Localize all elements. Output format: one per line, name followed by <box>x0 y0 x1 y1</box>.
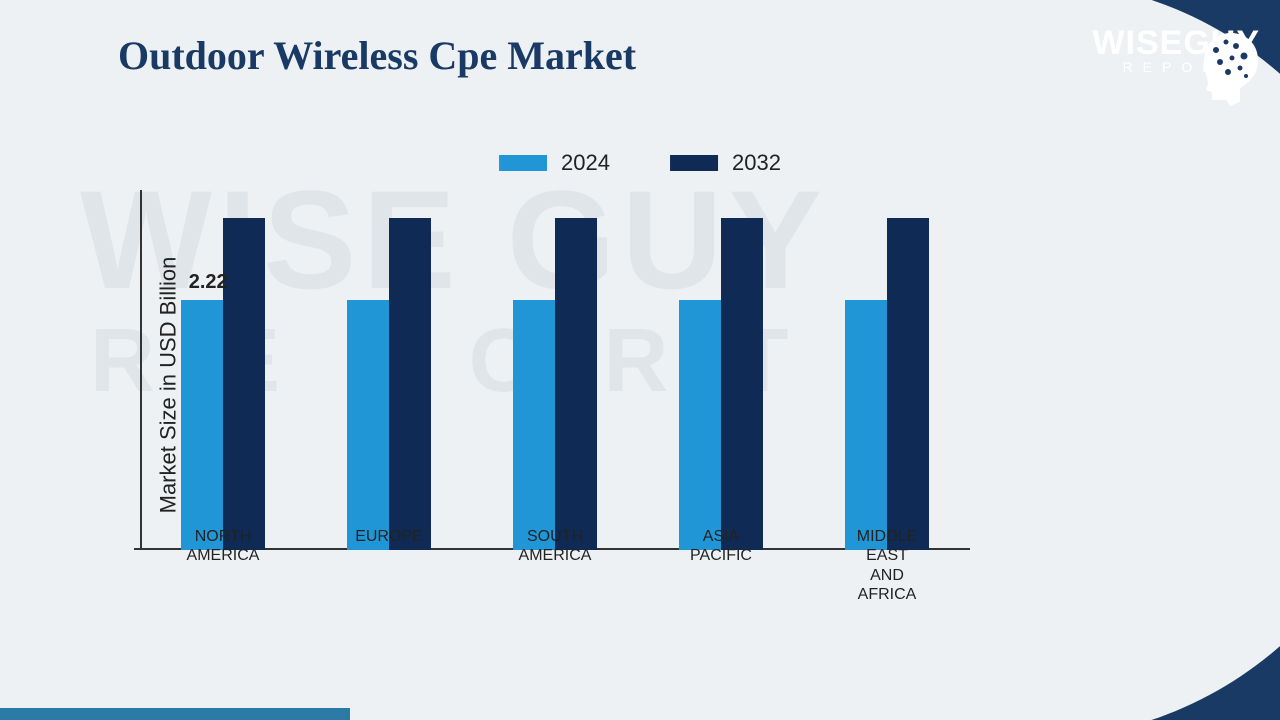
category-label: ASIAPACIFIC <box>638 521 804 604</box>
bar-2032 <box>555 218 597 550</box>
bar-groups: 2.22 <box>140 190 970 550</box>
bar-group <box>472 190 638 550</box>
bar-2032 <box>223 218 265 550</box>
chart-title: Outdoor Wireless Cpe Market <box>118 32 636 79</box>
bar-2032 <box>721 218 763 550</box>
bar-group <box>804 190 970 550</box>
bar-group <box>306 190 472 550</box>
bar-2032 <box>389 218 431 550</box>
category-labels: NORTHAMERICAEUROPESOUTHAMERICAASIAPACIFI… <box>140 521 970 604</box>
bar-2032 <box>887 218 929 550</box>
legend-swatch-2032 <box>670 155 718 171</box>
bar-2024 <box>181 300 223 550</box>
category-label: NORTHAMERICA <box>140 521 306 604</box>
brand-head-icon <box>1196 28 1266 108</box>
bar-2024 <box>679 300 721 550</box>
bar-2024 <box>845 300 887 550</box>
chart-plot-area: 2.22 <box>140 190 970 550</box>
bar-group: 2.22 <box>140 190 306 550</box>
category-label: SOUTHAMERICA <box>472 521 638 604</box>
bar-group <box>638 190 804 550</box>
category-label: MIDDLEEASTANDAFRICA <box>804 521 970 604</box>
brand-logo: WISEGUY REPORTS <box>1092 24 1260 75</box>
page-root: WISE GUY R E P O R T S Outdoor Wireless … <box>0 0 1280 720</box>
legend-swatch-2024 <box>499 155 547 171</box>
category-label: EUROPE <box>306 521 472 604</box>
chart-container: Market Size in USD Billion 2.22 NORTHAME… <box>100 170 970 600</box>
bar-2024 <box>513 300 555 550</box>
accent-bar <box>0 708 350 720</box>
bar-2024 <box>347 300 389 550</box>
bar-value-label: 2.22 <box>189 271 228 294</box>
